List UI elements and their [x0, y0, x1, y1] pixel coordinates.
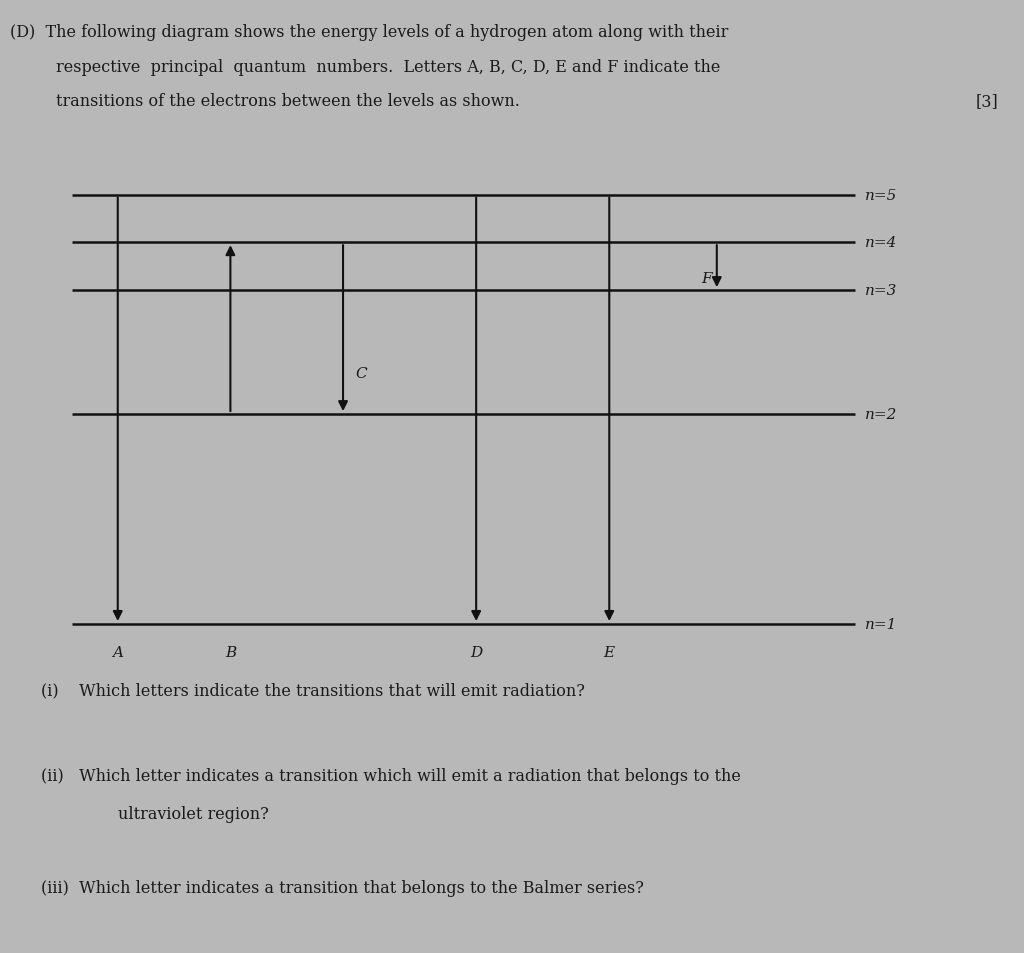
Text: (ii)   Which letter indicates a transition which will emit a radiation that belo: (ii) Which letter indicates a transition… — [41, 767, 740, 784]
Text: n=5: n=5 — [865, 189, 898, 202]
Text: A: A — [113, 645, 123, 659]
Text: E: E — [604, 645, 614, 659]
Text: n=3: n=3 — [865, 284, 898, 297]
Text: (iii)  Which letter indicates a transition that belongs to the Balmer series?: (iii) Which letter indicates a transitio… — [41, 879, 644, 896]
Text: respective  principal  quantum  numbers.  Letters A, B, C, D, E and F indicate t: respective principal quantum numbers. Le… — [56, 59, 721, 76]
Text: F: F — [701, 272, 712, 286]
Text: transitions of the electrons between the levels as shown.: transitions of the electrons between the… — [56, 93, 520, 111]
Text: (i)    Which letters indicate the transitions that will emit radiation?: (i) Which letters indicate the transitio… — [41, 681, 585, 699]
Text: (D)  The following diagram shows the energy levels of a hydrogen atom along with: (D) The following diagram shows the ener… — [10, 24, 729, 41]
Text: B: B — [225, 645, 236, 659]
Text: n=4: n=4 — [865, 236, 898, 250]
Text: C: C — [355, 367, 367, 381]
Text: ultraviolet region?: ultraviolet region? — [118, 805, 268, 822]
Text: n=2: n=2 — [865, 408, 898, 421]
Text: D: D — [470, 645, 482, 659]
Text: n=1: n=1 — [865, 618, 898, 631]
Text: [3]: [3] — [976, 93, 998, 111]
